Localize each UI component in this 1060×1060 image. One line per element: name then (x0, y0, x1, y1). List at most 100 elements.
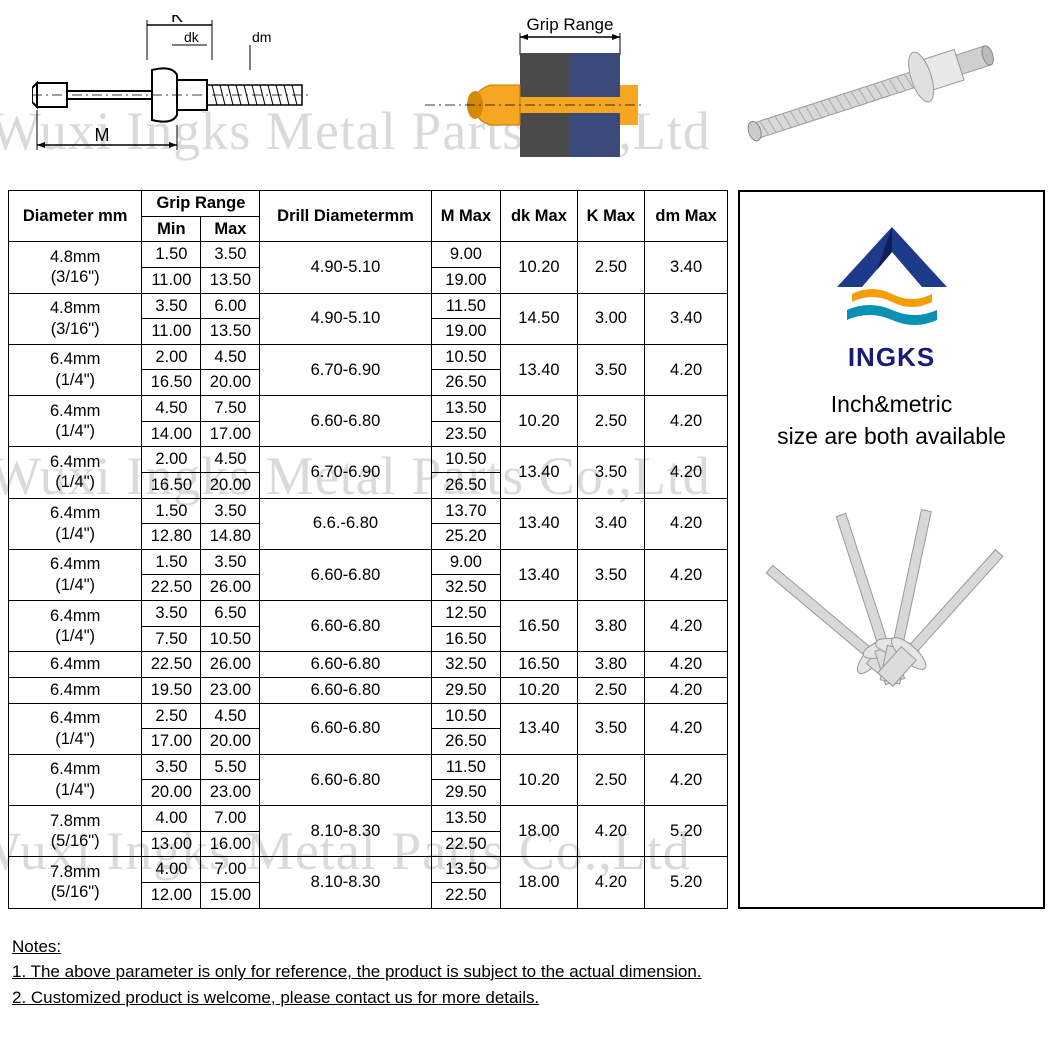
cell-dia: 4.8mm(3/16") (9, 293, 142, 344)
cell-k: 2.50 (577, 242, 645, 293)
cell-m: 13.50 (431, 396, 501, 422)
cell-drill: 6.60-6.80 (260, 549, 431, 600)
cell-dk: 18.00 (501, 806, 577, 857)
th-max: Max (201, 216, 260, 242)
cell-gmax: 23.00 (201, 780, 260, 806)
table-row: 6.4mm22.5026.006.60-6.8032.5016.503.804.… (9, 652, 728, 678)
table-row: 6.4mm(1/4")1.503.506.6.-6.8013.7013.403.… (9, 498, 728, 524)
rivet-photo (717, 10, 1040, 170)
table-row: 7.8mm(5/16")4.007.008.10-8.3013.5018.004… (9, 857, 728, 883)
cell-gmin: 4.50 (142, 396, 201, 422)
diagrams-row: K dk dm (0, 0, 1060, 180)
cell-gmax: 6.00 (201, 293, 260, 319)
cell-gmin: 16.50 (142, 370, 201, 396)
cell-drill: 6.60-6.80 (260, 652, 431, 678)
cell-m: 10.50 (431, 703, 501, 729)
cell-dia: 6.4mm(1/4") (9, 447, 142, 498)
table-row: 6.4mm(1/4")2.004.506.70-6.9010.5013.403.… (9, 447, 728, 473)
spec-table: Diameter mm Grip Range Drill Diametermm … (8, 190, 728, 909)
cell-gmin: 11.00 (142, 267, 201, 293)
cell-gmax: 13.50 (201, 319, 260, 345)
cell-gmin: 14.00 (142, 421, 201, 447)
cell-dm: 4.20 (645, 601, 728, 652)
cell-gmin: 2.50 (142, 703, 201, 729)
cell-dk: 13.40 (501, 549, 577, 600)
cell-dia: 6.4mm(1/4") (9, 703, 142, 754)
cell-gmin: 22.50 (142, 652, 201, 678)
diagram-grip-range: Grip Range (363, 10, 686, 170)
table-row: 4.8mm(3/16")1.503.504.90-5.109.0010.202.… (9, 242, 728, 268)
cell-m: 11.50 (431, 754, 501, 780)
table-row: 6.4mm(1/4")2.004.506.70-6.9010.5013.403.… (9, 344, 728, 370)
table-row: 6.4mm(1/4")3.505.506.60-6.8011.5010.202.… (9, 754, 728, 780)
cell-dm: 4.20 (645, 703, 728, 754)
brand-name: INGKS (848, 342, 935, 373)
cell-m: 29.50 (431, 677, 501, 703)
cell-m: 22.50 (431, 831, 501, 857)
cell-gmin: 1.50 (142, 242, 201, 268)
side-text: Inch&metric size are both available (777, 388, 1006, 452)
table-row: 6.4mm(1/4")2.504.506.60-6.8010.5013.403.… (9, 703, 728, 729)
cell-dm: 4.20 (645, 344, 728, 395)
cell-m: 26.50 (431, 729, 501, 755)
cell-drill: 6.60-6.80 (260, 396, 431, 447)
cell-m: 11.50 (431, 293, 501, 319)
table-row: 6.4mm(1/4")1.503.506.60-6.809.0013.403.5… (9, 549, 728, 575)
th-mmax: M Max (431, 191, 501, 242)
cell-gmin: 3.50 (142, 293, 201, 319)
cell-m: 13.70 (431, 498, 501, 524)
cell-dia: 6.4mm(1/4") (9, 549, 142, 600)
cell-dia: 6.4mm (9, 677, 142, 703)
th-dkmax: dk Max (501, 191, 577, 242)
cell-dk: 13.40 (501, 498, 577, 549)
cell-dm: 4.20 (645, 677, 728, 703)
cell-gmin: 3.50 (142, 754, 201, 780)
cell-m: 29.50 (431, 780, 501, 806)
notes-section: Notes: 1. The above parameter is only fo… (0, 909, 1060, 1011)
table-row: 6.4mm19.5023.006.60-6.8029.5010.202.504.… (9, 677, 728, 703)
cell-m: 9.00 (431, 242, 501, 268)
cell-dia: 6.4mm(1/4") (9, 396, 142, 447)
cell-dm: 4.20 (645, 549, 728, 600)
cell-gmin: 12.00 (142, 882, 201, 908)
cell-gmax: 4.50 (201, 344, 260, 370)
cell-drill: 4.90-5.10 (260, 242, 431, 293)
cell-dk: 10.20 (501, 754, 577, 805)
cell-drill: 6.6.-6.80 (260, 498, 431, 549)
cell-drill: 6.70-6.90 (260, 447, 431, 498)
cell-gmin: 3.50 (142, 601, 201, 627)
cell-dk: 10.20 (501, 677, 577, 703)
cell-gmax: 7.50 (201, 396, 260, 422)
cell-m: 19.00 (431, 267, 501, 293)
cell-drill: 6.60-6.80 (260, 677, 431, 703)
cell-k: 3.00 (577, 293, 645, 344)
cell-gmin: 1.50 (142, 549, 201, 575)
th-dmmax: dm Max (645, 191, 728, 242)
cell-dk: 16.50 (501, 601, 577, 652)
cell-gmax: 14.80 (201, 524, 260, 550)
cell-m: 32.50 (431, 575, 501, 601)
cell-drill: 8.10-8.30 (260, 806, 431, 857)
cell-gmax: 6.50 (201, 601, 260, 627)
cell-gmin: 1.50 (142, 498, 201, 524)
cell-dm: 4.20 (645, 652, 728, 678)
cell-dia: 7.8mm(5/16") (9, 857, 142, 908)
cell-dk: 14.50 (501, 293, 577, 344)
th-grip: Grip Range (142, 191, 260, 217)
cell-dm: 4.20 (645, 396, 728, 447)
cell-k: 3.50 (577, 549, 645, 600)
th-drill: Drill Diametermm (260, 191, 431, 242)
cell-gmin: 4.00 (142, 857, 201, 883)
cell-k: 3.40 (577, 498, 645, 549)
cell-drill: 4.90-5.10 (260, 293, 431, 344)
cell-m: 26.50 (431, 370, 501, 396)
cell-dia: 6.4mm(1/4") (9, 344, 142, 395)
table-row: 6.4mm(1/4")3.506.506.60-6.8012.5016.503.… (9, 601, 728, 627)
cell-k: 3.50 (577, 447, 645, 498)
cell-dm: 3.40 (645, 293, 728, 344)
cell-m: 10.50 (431, 447, 501, 473)
cell-k: 2.50 (577, 677, 645, 703)
cell-gmax: 3.50 (201, 498, 260, 524)
cell-gmin: 16.50 (142, 472, 201, 498)
cell-dk: 10.20 (501, 396, 577, 447)
